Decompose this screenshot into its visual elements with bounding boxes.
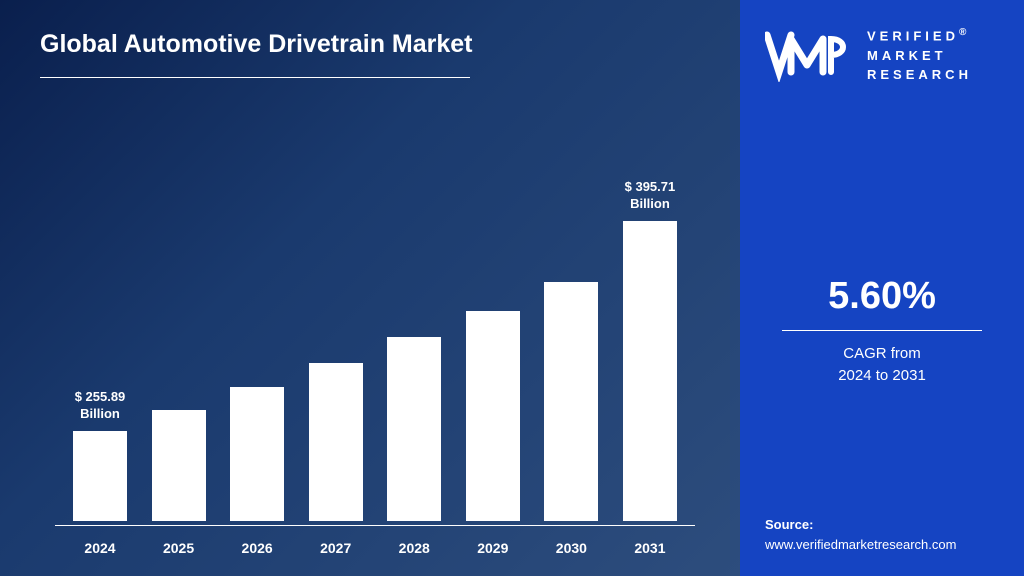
bar-2027 [309,363,363,521]
logo-area: VERIFIED® MARKET RESEARCH [765,25,999,85]
bar-2024 [73,431,127,521]
x-label: 2026 [222,540,292,556]
bar-label-line2: Billion [630,196,670,211]
x-axis-line [55,525,695,526]
logo-line3: RESEARCH [867,67,972,82]
x-label: 2029 [458,540,528,556]
x-label: 2027 [301,540,371,556]
chart-title: Global Automotive Drivetrain Market [40,30,700,59]
bar-value-label: $ 395.71 Billion [625,179,676,213]
cagr-value: 5.60% [765,275,999,318]
main-panel: Global Automotive Drivetrain Market $ 25… [0,0,740,576]
cagr-caption-line1: CAGR from [843,345,921,362]
bar-group-2027 [301,363,371,521]
bar-value-label: $ 255.89 Billion [75,389,126,423]
bar-group-2030 [536,282,606,521]
bar-group-2029 [458,311,528,521]
cagr-caption: CAGR from 2024 to 2031 [765,343,999,388]
bar-label-line2: Billion [80,406,120,421]
bar-2028 [387,337,441,521]
logo-line2: MARKET [867,48,947,63]
x-label: 2025 [144,540,214,556]
bar-group-2024: $ 255.89 Billion [65,389,135,521]
logo-line1: VERIFIED [867,28,959,43]
bar-2029 [466,311,520,521]
source-url: www.verifiedmarketresearch.com [765,535,956,555]
chart-area: $ 255.89 Billion [55,126,695,556]
title-underline [40,77,470,78]
x-axis-labels: 2024 2025 2026 2027 2028 2029 2030 2031 [55,540,695,556]
source-label: Source: [765,515,956,535]
x-label: 2031 [615,540,685,556]
bar-label-line1: $ 395.71 [625,179,676,194]
cagr-caption-line2: 2024 to 2031 [838,367,926,384]
x-label: 2024 [65,540,135,556]
x-label: 2030 [536,540,606,556]
source-block: Source: www.verifiedmarketresearch.com [765,515,956,554]
bar-2025 [152,410,206,522]
registered-mark: ® [959,27,970,38]
side-panel: VERIFIED® MARKET RESEARCH 5.60% CAGR fro… [740,0,1024,576]
bars-container: $ 255.89 Billion [55,161,695,521]
vmr-logo-icon [765,27,855,82]
cagr-block: 5.60% CAGR from 2024 to 2031 [765,275,999,388]
bar-group-2026 [222,387,292,521]
bar-label-line1: $ 255.89 [75,389,126,404]
x-label: 2028 [379,540,449,556]
logo-text: VERIFIED® MARKET RESEARCH [867,25,972,85]
bar-2026 [230,387,284,521]
bar-2031 [623,221,677,521]
bar-2030 [544,282,598,521]
bar-group-2031: $ 395.71 Billion [615,179,685,521]
bar-group-2028 [379,337,449,521]
bar-group-2025 [144,410,214,522]
cagr-underline [782,330,982,331]
